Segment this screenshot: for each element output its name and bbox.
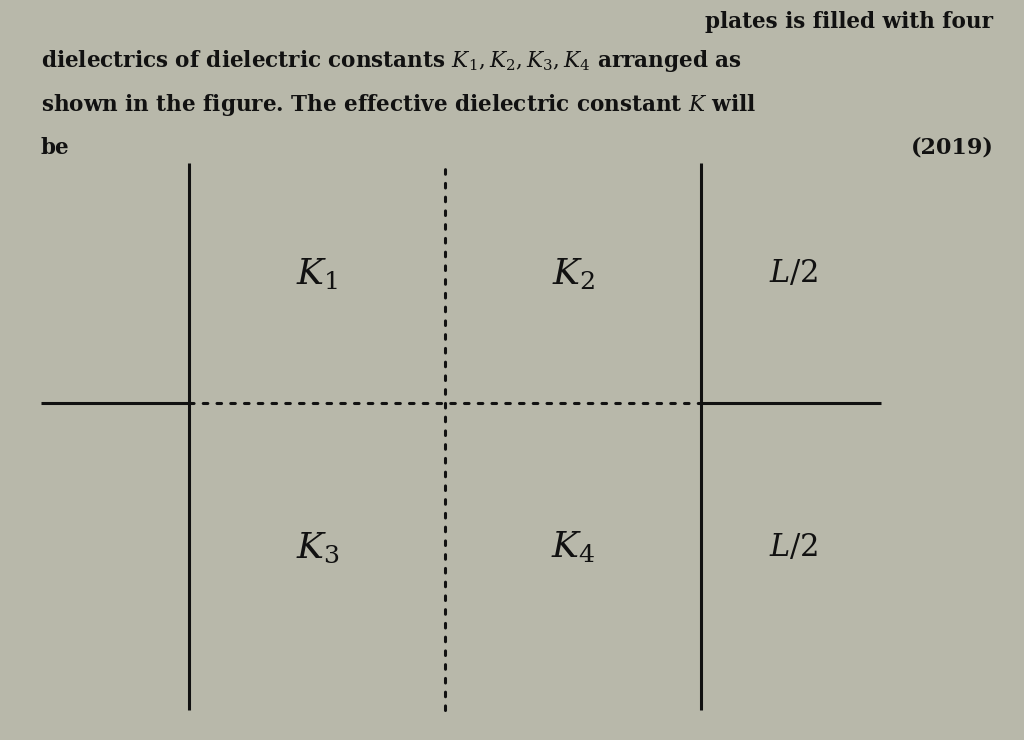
Text: $L/2$: $L/2$ (769, 532, 818, 563)
Text: $K_4$: $K_4$ (551, 530, 596, 565)
Text: $K_1$: $K_1$ (296, 256, 339, 292)
Text: dielectrics of dielectric constants $K_1, K_2, K_3, K_4$ arranged as: dielectrics of dielectric constants $K_1… (41, 48, 741, 74)
Text: (2019): (2019) (910, 137, 993, 159)
Text: be: be (41, 137, 70, 159)
Text: $L/2$: $L/2$ (769, 258, 818, 289)
Text: $K_3$: $K_3$ (296, 531, 339, 565)
Text: shown in the figure. The effective dielectric constant $K$ will: shown in the figure. The effective diele… (41, 92, 756, 118)
Text: plates is filled with four: plates is filled with four (706, 11, 993, 33)
Text: $K_2$: $K_2$ (552, 256, 595, 292)
